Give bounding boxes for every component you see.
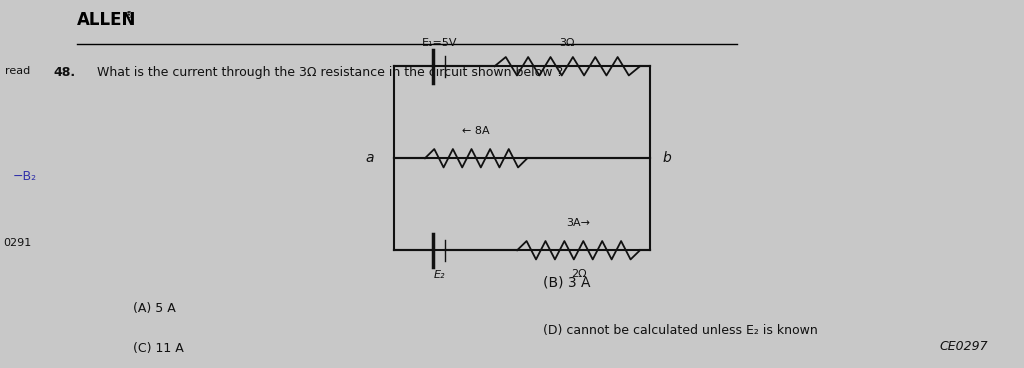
Text: CE0297: CE0297	[940, 340, 988, 353]
Text: 3A→: 3A→	[566, 218, 591, 228]
Text: ← 8A: ← 8A	[463, 126, 489, 136]
Text: b: b	[663, 151, 672, 165]
Text: What is the current through the 3Ω resistance in the circuit shown below ?: What is the current through the 3Ω resis…	[97, 66, 563, 79]
Text: 0291: 0291	[3, 238, 32, 248]
Text: E₂: E₂	[433, 270, 445, 280]
Text: (C) 11 A: (C) 11 A	[133, 342, 184, 355]
Text: 2Ω: 2Ω	[570, 269, 587, 279]
Text: 48.: 48.	[53, 66, 76, 79]
Text: a: a	[366, 151, 374, 165]
Text: read: read	[5, 66, 31, 76]
Text: (D) cannot be calculated unless E₂ is known: (D) cannot be calculated unless E₂ is kn…	[543, 324, 817, 337]
Text: E₁=5V: E₁=5V	[422, 38, 457, 48]
Text: ®: ®	[125, 11, 133, 20]
Text: (A) 5 A: (A) 5 A	[133, 302, 176, 315]
Text: −B₂: −B₂	[12, 170, 37, 183]
Text: ALLEN: ALLEN	[77, 11, 136, 29]
Text: 3Ω: 3Ω	[559, 38, 575, 48]
Text: (B) 3 A: (B) 3 A	[543, 276, 590, 290]
